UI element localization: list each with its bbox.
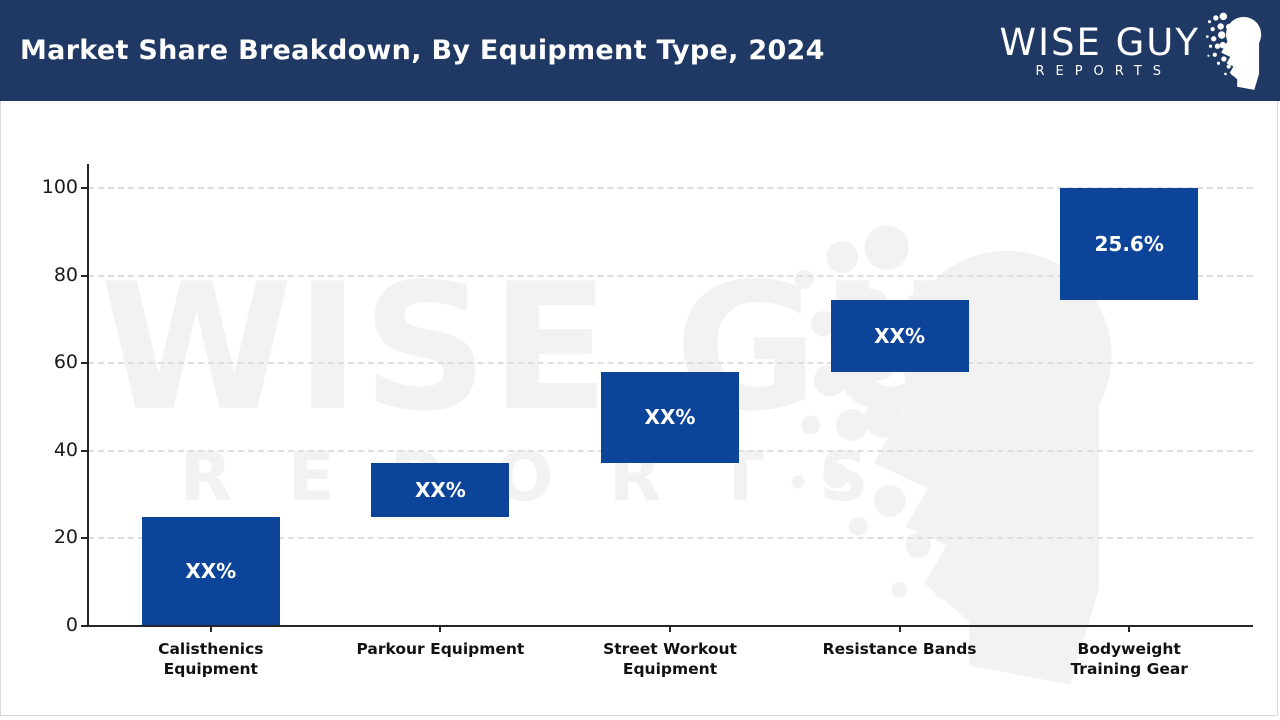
y-tick-label: 20: [53, 526, 78, 549]
bar: XX%: [141, 516, 280, 626]
bar: XX%: [371, 463, 510, 517]
y-tick: [81, 362, 87, 365]
y-tick-label: 100: [41, 176, 78, 198]
page-border: [0, 101, 1278, 716]
logo-text: WISE GUY REPORTS: [1000, 24, 1200, 78]
logo-subtext: REPORTS: [1035, 63, 1173, 79]
x-tick: [209, 626, 212, 632]
y-tick: [81, 187, 87, 189]
wiseguy-logo: WISE GUY REPORTS: [1000, 11, 1266, 91]
x-tick: [439, 626, 442, 632]
logo-wordmark: WISE GUY: [999, 20, 1200, 64]
y-tick: [81, 449, 87, 452]
y-tick-label: 80: [53, 263, 78, 286]
gridline: [88, 537, 1253, 540]
y-tick-label: 40: [53, 438, 78, 461]
x-tick: [1128, 626, 1131, 632]
bar: XX%: [601, 371, 739, 464]
header: Market Share Breakdown, By Equipment Typ…: [0, 0, 1280, 101]
x-category-label: Calisthenics Equipment: [158, 640, 264, 678]
y-axis-line: [87, 164, 89, 627]
bar-value-label: XX%: [644, 405, 696, 430]
bar: 25.6%: [1060, 188, 1199, 301]
x-category-label: Bodyweight Training Gear: [1070, 640, 1188, 678]
bar-value-label: XX%: [414, 477, 466, 502]
gridline: [88, 187, 1253, 189]
chart-area: WISE GUY R E P O R T S 0 20 40 60 80 100 XX% Ca…: [0, 101, 1280, 720]
x-category-label: Resistance Bands: [822, 640, 977, 658]
watermark-subtext: R E P O R T S: [180, 438, 885, 517]
y-tick-label: 60: [53, 351, 78, 374]
y-tick: [81, 625, 87, 627]
x-tick: [669, 626, 671, 632]
bar: XX%: [830, 300, 969, 372]
bar-value-label: 25.6%: [1094, 232, 1164, 257]
logo-face-icon: [1206, 12, 1262, 90]
x-tick: [898, 626, 901, 632]
gridline: [88, 362, 1253, 365]
x-axis-line: [87, 625, 1253, 627]
gridline: [88, 274, 1253, 277]
page-title: Market Share Breakdown, By Equipment Typ…: [20, 35, 825, 66]
y-tick: [81, 274, 87, 277]
y-tick: [81, 537, 87, 540]
y-tick-label: 0: [65, 614, 78, 636]
bar-value-label: XX%: [874, 323, 926, 348]
x-category-label: Parkour Equipment: [356, 640, 525, 658]
x-category-label: Street Workout Equipment: [603, 640, 737, 678]
bar-value-label: XX%: [185, 559, 237, 584]
